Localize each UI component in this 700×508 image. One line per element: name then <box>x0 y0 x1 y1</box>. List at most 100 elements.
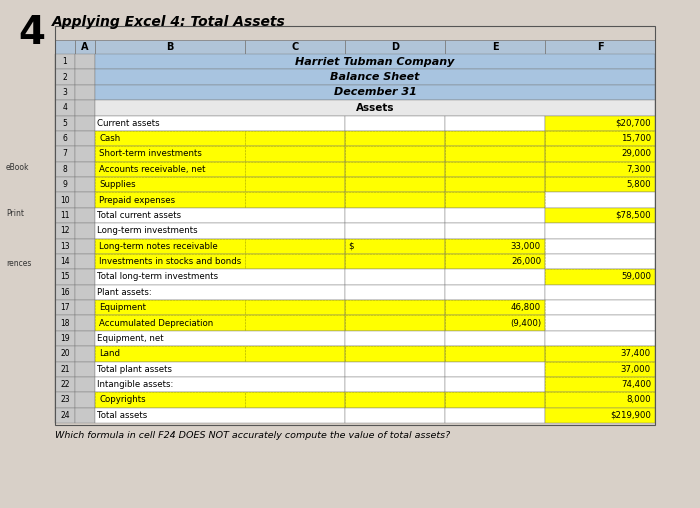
Bar <box>95 300 245 315</box>
Bar <box>545 284 655 300</box>
Bar <box>55 223 75 238</box>
Text: 33,000: 33,000 <box>511 242 541 250</box>
Bar <box>345 40 445 54</box>
Text: 29,000: 29,000 <box>621 149 651 158</box>
Text: Current assets: Current assets <box>97 119 160 128</box>
Bar <box>545 40 655 54</box>
Text: 4: 4 <box>62 103 67 112</box>
Bar <box>445 115 545 131</box>
Bar <box>55 284 75 300</box>
Text: (9,400): (9,400) <box>510 319 541 328</box>
Bar <box>445 254 545 269</box>
Bar <box>445 331 545 346</box>
Text: 19: 19 <box>60 334 70 343</box>
Text: $: $ <box>348 242 354 250</box>
Text: Applying Excel 4: Total Assets: Applying Excel 4: Total Assets <box>52 15 286 29</box>
Bar <box>445 146 545 162</box>
Bar <box>75 208 95 223</box>
Text: C: C <box>291 42 299 52</box>
Bar <box>75 146 95 162</box>
Bar <box>95 146 345 162</box>
Bar <box>345 300 445 315</box>
Bar <box>55 208 75 223</box>
Bar <box>545 331 655 346</box>
Bar <box>95 162 345 177</box>
Text: 37,400: 37,400 <box>621 350 651 358</box>
Bar <box>55 146 75 162</box>
Text: December 31: December 31 <box>334 87 416 98</box>
Bar <box>75 85 95 100</box>
Bar <box>245 300 345 315</box>
Bar <box>55 254 75 269</box>
Bar <box>345 193 445 208</box>
Text: Total long-term investments: Total long-term investments <box>97 272 218 281</box>
Text: 18: 18 <box>60 319 70 328</box>
Bar <box>545 162 655 177</box>
Text: 8,000: 8,000 <box>626 395 651 404</box>
Bar <box>345 346 445 362</box>
Bar <box>75 331 95 346</box>
Bar <box>445 300 545 315</box>
Bar <box>445 177 545 193</box>
Bar <box>345 162 445 177</box>
Bar <box>55 238 75 254</box>
Bar <box>545 131 655 146</box>
Text: Equipment: Equipment <box>99 303 146 312</box>
Bar <box>345 208 445 223</box>
Bar <box>55 54 75 70</box>
Bar <box>545 146 655 162</box>
Bar <box>75 223 95 238</box>
Bar <box>75 193 95 208</box>
Bar <box>345 238 445 254</box>
Bar <box>75 115 95 131</box>
Bar <box>55 300 75 315</box>
Bar <box>445 300 545 315</box>
Bar <box>95 407 345 423</box>
Bar <box>545 223 655 238</box>
Text: 15,700: 15,700 <box>621 134 651 143</box>
Text: Assets: Assets <box>356 103 394 113</box>
Bar <box>545 146 655 162</box>
Bar <box>245 315 345 331</box>
Text: Intangible assets:: Intangible assets: <box>97 380 174 389</box>
Bar <box>95 85 655 100</box>
Text: 14: 14 <box>60 257 70 266</box>
Bar <box>545 208 655 223</box>
Bar <box>75 54 95 70</box>
Bar <box>95 115 345 131</box>
Bar <box>345 407 445 423</box>
Bar <box>345 346 445 362</box>
Bar <box>445 238 545 254</box>
Text: Total current assets: Total current assets <box>97 211 181 220</box>
Bar <box>345 377 445 392</box>
Bar <box>545 407 655 423</box>
Text: Total assets: Total assets <box>97 411 147 420</box>
Text: 5,800: 5,800 <box>626 180 651 189</box>
Bar <box>445 315 545 331</box>
Bar <box>445 40 545 54</box>
Bar <box>445 346 545 362</box>
Text: 2: 2 <box>62 73 67 82</box>
Text: Land: Land <box>99 350 120 358</box>
Bar <box>345 315 445 331</box>
Bar <box>545 269 655 284</box>
Bar <box>545 392 655 407</box>
Bar <box>545 377 655 392</box>
Bar <box>55 331 75 346</box>
Text: Long-term investments: Long-term investments <box>97 226 197 235</box>
Text: 16: 16 <box>60 288 70 297</box>
Bar <box>545 362 655 377</box>
Text: 6: 6 <box>62 134 67 143</box>
Bar <box>75 254 95 269</box>
Bar <box>245 131 345 146</box>
Bar <box>95 223 345 238</box>
Text: 7: 7 <box>62 149 67 158</box>
Text: Harriet Tubman Company: Harriet Tubman Company <box>295 57 455 67</box>
Bar <box>95 70 655 85</box>
Bar <box>95 131 245 146</box>
Bar <box>345 115 445 131</box>
Bar <box>95 238 345 254</box>
Bar <box>75 392 95 407</box>
Bar <box>95 254 345 269</box>
Bar <box>345 193 445 208</box>
